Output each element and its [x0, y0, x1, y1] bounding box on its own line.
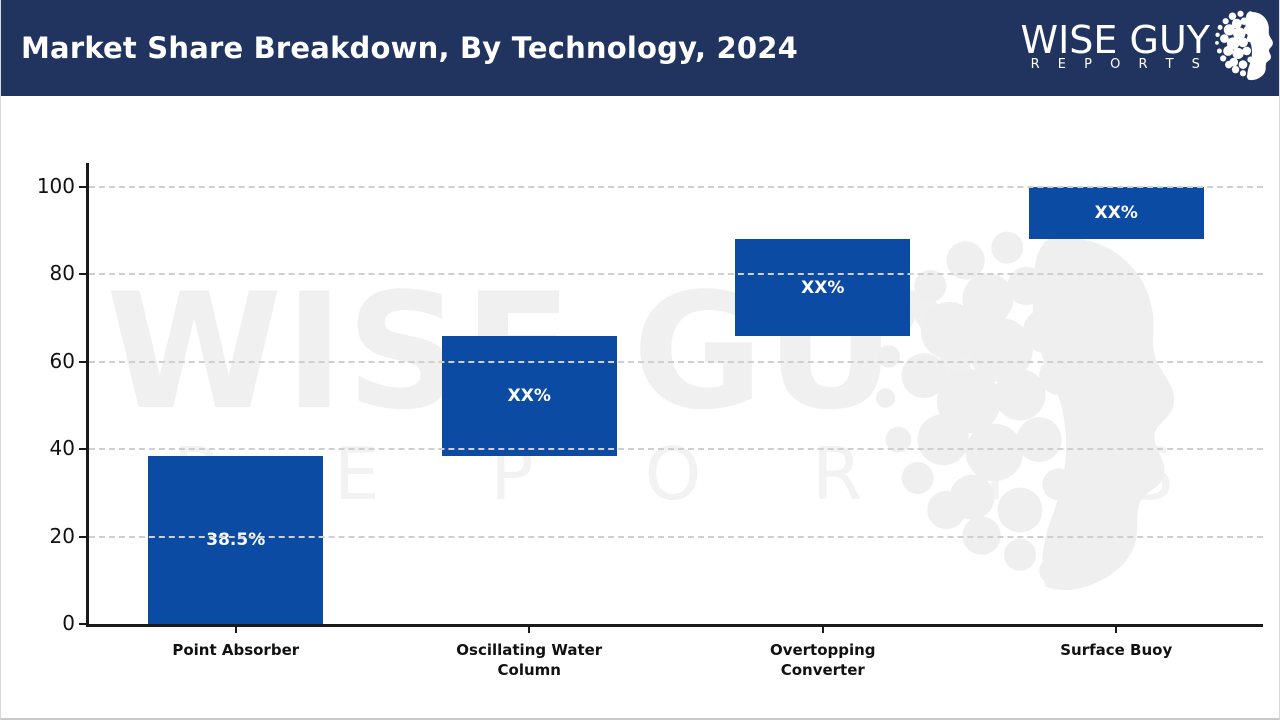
x-axis: [86, 624, 1263, 627]
dotted-head-icon: [1215, 10, 1273, 81]
y-tick-label: 100: [36, 174, 75, 198]
bar: XX%: [735, 239, 911, 336]
y-tick: [79, 360, 87, 363]
gridline: [89, 360, 1263, 363]
x-tick: [821, 627, 824, 633]
y-tick: [79, 273, 87, 276]
bar-value-label: 38.5%: [206, 529, 266, 550]
y-tick: [79, 448, 87, 451]
bar: XX%: [1028, 187, 1204, 240]
gridline: [89, 186, 1263, 188]
y-tick-label: 0: [62, 611, 75, 635]
y-tick: [79, 535, 87, 538]
x-tick: [234, 627, 237, 633]
x-tick: [528, 627, 531, 633]
header-bar: Market Share Breakdown, By Technology, 2…: [1, 0, 1279, 96]
logo-wordmark: WISE GUY: [1020, 17, 1210, 62]
logo-text: WISE GUY R E P O R T S: [1020, 17, 1210, 73]
bar-value-label: XX%: [1094, 203, 1138, 224]
gridline: [89, 535, 1263, 538]
y-tick-label: 20: [49, 523, 75, 548]
category-label: Surface Buoy: [1060, 641, 1173, 659]
bar-value-label: XX%: [801, 277, 845, 298]
chart-title: Market Share Breakdown, By Technology, 2…: [21, 31, 799, 65]
y-axis: [86, 163, 89, 627]
y-tick-label: 60: [49, 348, 75, 373]
category-label: Point Absorber: [172, 641, 300, 659]
category-label: Overtopping Converter: [769, 641, 876, 680]
x-tick: [1115, 627, 1118, 633]
y-tick: [79, 623, 87, 625]
bar: XX%: [441, 335, 617, 456]
gridline: [89, 448, 1263, 451]
logo-subtitle: R E P O R T S: [1030, 57, 1207, 73]
bar: 38.5%: [148, 455, 324, 624]
y-tick-label: 80: [49, 261, 75, 286]
gridline: [89, 273, 1263, 276]
category-label: Oscillating Water Column: [456, 641, 603, 680]
bar-value-label: XX%: [507, 385, 551, 406]
wise-guy-reports-logo: WISE GUY R E P O R T S: [1021, 4, 1274, 88]
y-tick-label: 40: [49, 436, 75, 461]
y-tick: [79, 186, 87, 188]
